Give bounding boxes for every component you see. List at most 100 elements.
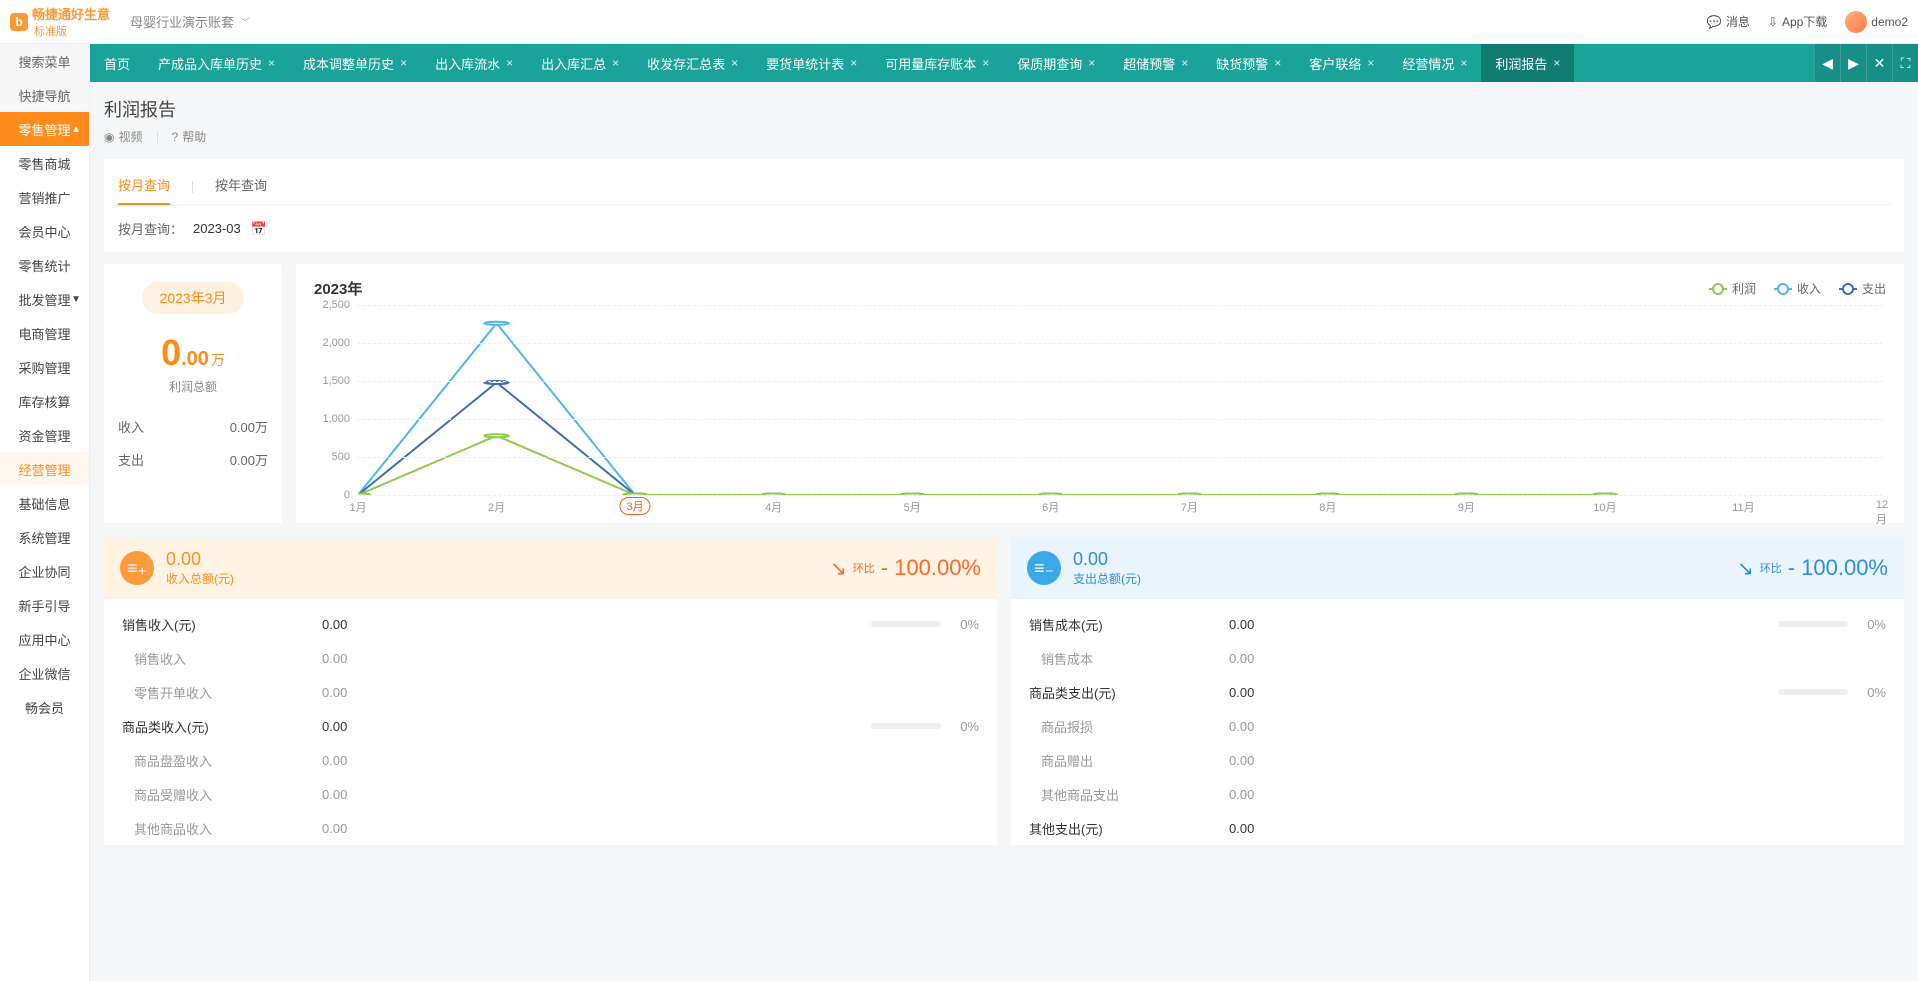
legend-label: 支出 [1862, 280, 1886, 297]
tab-label: 利润报告 [1495, 54, 1547, 73]
close-icon[interactable]: × [1553, 56, 1560, 70]
close-icon[interactable]: × [400, 56, 407, 70]
legend-item[interactable]: 收入 [1774, 280, 1821, 297]
tab-label: 超储预警 [1123, 54, 1175, 73]
close-icon[interactable]: × [982, 56, 989, 70]
expense-value: 0.00万 [230, 450, 268, 469]
legend-label: 收入 [1797, 280, 1821, 297]
legend-item[interactable]: 支出 [1839, 280, 1886, 297]
tab[interactable]: 产成品入库单历史 × [144, 44, 289, 82]
income-table: 销售收入(元)0.000%销售收入0.00零售开单收入0.00商品类收入(元)0… [104, 599, 997, 845]
tab[interactable]: 客户联络× [1295, 44, 1388, 82]
sidebar-item[interactable]: 搜索菜单 [0, 44, 89, 78]
summary-sub: 利润总额 [118, 378, 268, 395]
x-label: 5月 [904, 499, 921, 515]
help-link[interactable]: ? 帮助 [172, 128, 207, 145]
close-icon[interactable]: × [1088, 56, 1095, 70]
account-select[interactable]: 母婴行业演示账套 ﹀ [130, 12, 250, 31]
tab[interactable]: 出入库流水× [421, 44, 527, 82]
sidebar-item[interactable]: 畅会员 [0, 690, 89, 724]
x-label: 9月 [1458, 499, 1475, 515]
sidebar-item[interactable]: 基础信息 [0, 486, 89, 520]
message-icon: 💬 [1707, 15, 1722, 29]
sidebar-item[interactable]: 应用中心 [0, 622, 89, 656]
sidebar-item[interactable]: 电商管理 [0, 316, 89, 350]
close-icon[interactable]: × [731, 56, 738, 70]
close-icon[interactable]: × [506, 56, 513, 70]
tab-label: 产成品入库单历史 [158, 54, 262, 73]
query-tab[interactable]: 按年查询 [215, 169, 267, 204]
video-link[interactable]: ◉ 视频 [104, 128, 143, 145]
close-icon[interactable]: × [1274, 56, 1281, 70]
sidebar-item[interactable]: 采购管理 [0, 350, 89, 384]
avatar [1845, 11, 1867, 33]
sidebar-item[interactable]: 批发管理▼ [0, 282, 89, 316]
tab-label: 首页 [104, 54, 130, 73]
sidebar-item[interactable]: 库存核算 [0, 384, 89, 418]
tabs-next-button[interactable]: ▶ [1840, 44, 1866, 82]
tab[interactable]: 保质期查询× [1003, 44, 1109, 82]
close-icon[interactable]: × [612, 56, 619, 70]
row-name: 商品类支出(元) [1029, 683, 1229, 702]
tab[interactable]: 首页 [90, 44, 144, 82]
x-label: 3月 [620, 497, 651, 515]
download-icon: ⇩ [1768, 15, 1778, 29]
y-tick: 2,500 [314, 299, 354, 311]
sidebar: 搜索菜单快捷导航零售管理▲零售商城营销推广会员中心零售统计批发管理▼电商管理采购… [0, 44, 90, 981]
tab[interactable]: 要货单统计表× [752, 44, 871, 82]
close-icon[interactable]: × [1460, 56, 1467, 70]
grid-line [358, 495, 1882, 496]
sidebar-item[interactable]: 营销推广 [0, 180, 89, 214]
tab[interactable]: 经营情况 × [1388, 44, 1481, 82]
app-download-button[interactable]: ⇩ App下载 [1768, 13, 1827, 30]
sidebar-item[interactable]: 零售管理▲ [0, 112, 89, 146]
user-menu[interactable]: demo2 [1845, 11, 1908, 33]
tabs-prev-button[interactable]: ◀ [1814, 44, 1840, 82]
row-value: 0.00 [322, 685, 482, 700]
sidebar-item[interactable]: 企业微信 [0, 656, 89, 690]
message-button[interactable]: 💬 消息 [1707, 13, 1750, 30]
close-icon[interactable]: × [1181, 56, 1188, 70]
sidebar-item[interactable]: 资金管理 [0, 418, 89, 452]
tab-label: 经营情况 [1402, 54, 1454, 73]
sidebar-item[interactable]: 新手引导 [0, 588, 89, 622]
close-icon[interactable]: × [268, 56, 275, 70]
row-value: 0.00 [1229, 821, 1389, 836]
tab[interactable]: 可用量库存账本× [871, 44, 1003, 82]
tab[interactable]: 出入库汇总× [527, 44, 633, 82]
income-value: 0.00万 [230, 417, 268, 436]
sidebar-item[interactable]: 会员中心 [0, 214, 89, 248]
tab[interactable]: 缺货预警× [1202, 44, 1295, 82]
income-hb-label: 环比 [853, 560, 875, 576]
grid-line [358, 305, 1882, 306]
summary-period: 2023年3月 [142, 282, 245, 314]
query-tab[interactable]: 按月查询 [118, 169, 170, 204]
pct-label: 0% [1858, 617, 1886, 632]
row-name: 零售开单收入 [122, 683, 322, 702]
tab[interactable]: 利润报告 × [1481, 44, 1574, 82]
sidebar-item[interactable]: 零售统计 [0, 248, 89, 282]
bar [1778, 621, 1848, 627]
tab[interactable]: 成本调整单历史× [289, 44, 421, 82]
row-name: 销售成本(元) [1029, 615, 1229, 634]
sidebar-item[interactable]: 零售商城 [0, 146, 89, 180]
legend-item[interactable]: 利润 [1709, 280, 1756, 297]
tabs-close-all-button[interactable]: ✕ [1866, 44, 1892, 82]
tab[interactable]: 超储预警 × [1109, 44, 1202, 82]
fullscreen-button[interactable]: ⛶ [1892, 44, 1918, 82]
caret-icon: ▼ [71, 294, 81, 305]
query-row: 按月查询： 2023-03 📅 [118, 205, 1890, 252]
row-name: 其他支出(元) [1029, 819, 1229, 838]
close-icon[interactable]: × [850, 56, 857, 70]
row-value: 0.00 [1229, 685, 1389, 700]
tab[interactable]: 收发存汇总表× [633, 44, 752, 82]
sidebar-item[interactable]: 系统管理 [0, 520, 89, 554]
sidebar-item[interactable]: 快捷导航 [0, 78, 89, 112]
close-icon[interactable]: × [1367, 56, 1374, 70]
table-row: 零售开单收入0.00 [122, 675, 979, 709]
sidebar-item[interactable]: 经营管理 [0, 452, 89, 486]
income-label: 收入 [118, 417, 144, 436]
sidebar-item[interactable]: 企业协同 [0, 554, 89, 588]
help-label: 帮助 [182, 128, 206, 145]
calendar-icon[interactable]: 📅 [251, 221, 267, 237]
